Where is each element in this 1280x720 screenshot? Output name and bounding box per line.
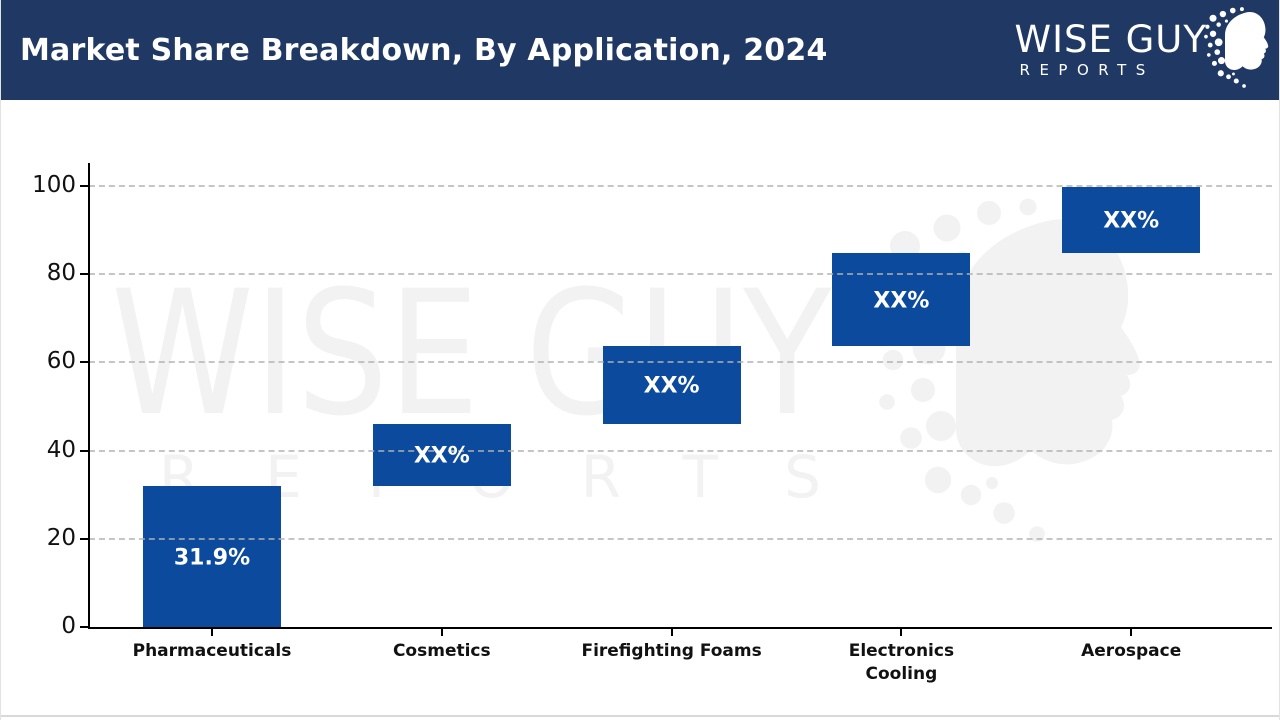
y-tick-40 bbox=[80, 449, 88, 452]
gridline-20 bbox=[89, 537, 1272, 540]
gridline-80 bbox=[89, 273, 1272, 276]
bar-value-label: XX% bbox=[1103, 208, 1160, 234]
x-tick-label-pharmaceuticals: Pharmaceuticals bbox=[132, 641, 292, 661]
gridline-100 bbox=[89, 185, 1272, 187]
x-tick-label-firefighting-foams: Firefighting Foams bbox=[581, 641, 762, 661]
x-tick-label-cosmetics: Cosmetics bbox=[392, 641, 491, 661]
bar-firefighting-foams bbox=[602, 346, 741, 425]
brand-logo: WISE GUY REPORTS bbox=[1015, 7, 1279, 93]
y-tick-label: 20 bbox=[46, 524, 76, 551]
y-tick-20 bbox=[80, 537, 88, 540]
bar-value-label: 31.9% bbox=[173, 545, 251, 571]
y-tick-label: 60 bbox=[46, 348, 76, 375]
page-title: Market Share Breakdown, By Application, … bbox=[20, 32, 828, 68]
bar-electronics-cooling bbox=[832, 253, 971, 347]
bar-aerospace bbox=[1062, 186, 1201, 254]
x-tick-cosmetics bbox=[440, 629, 443, 636]
bar-cosmetics bbox=[372, 424, 511, 487]
brand-name: WISE GUY bbox=[1014, 18, 1207, 61]
brand-logo-text: WISE GUY REPORTS bbox=[1015, 21, 1207, 79]
x-tick-pharmaceuticals bbox=[211, 629, 213, 636]
brand-subtitle: REPORTS bbox=[1019, 61, 1155, 79]
y-tick-80 bbox=[80, 273, 88, 276]
x-tick-aerospace bbox=[1130, 629, 1133, 636]
bar-value-label: XX% bbox=[413, 443, 470, 469]
bar-pharmaceuticals bbox=[143, 486, 281, 627]
y-tick-60 bbox=[80, 361, 88, 364]
gridline-60 bbox=[89, 361, 1272, 364]
x-tick-label-electronics-cooling: Electronics Cooling bbox=[848, 641, 955, 684]
x-axis-line bbox=[88, 627, 1272, 629]
y-axis-line bbox=[88, 163, 90, 629]
header-band: Market Share Breakdown, By Application, … bbox=[1, 0, 1279, 100]
y-tick-0 bbox=[80, 626, 88, 628]
y-tick-100 bbox=[80, 185, 88, 187]
x-tick-electronics-cooling bbox=[900, 629, 903, 636]
bottom-divider bbox=[1, 715, 1279, 717]
gridline-40 bbox=[89, 449, 1272, 452]
x-tick-firefighting-foams bbox=[670, 629, 673, 636]
y-tick-label: 80 bbox=[46, 260, 76, 287]
y-tick-label: 100 bbox=[32, 172, 76, 198]
bar-value-label: XX% bbox=[643, 373, 700, 399]
y-tick-label: 0 bbox=[61, 613, 76, 639]
y-tick-label: 40 bbox=[46, 436, 76, 463]
wiseguy-face-icon bbox=[1201, 7, 1273, 93]
bar-value-label: XX% bbox=[873, 288, 930, 314]
x-tick-label-aerospace: Aerospace bbox=[1081, 641, 1182, 661]
